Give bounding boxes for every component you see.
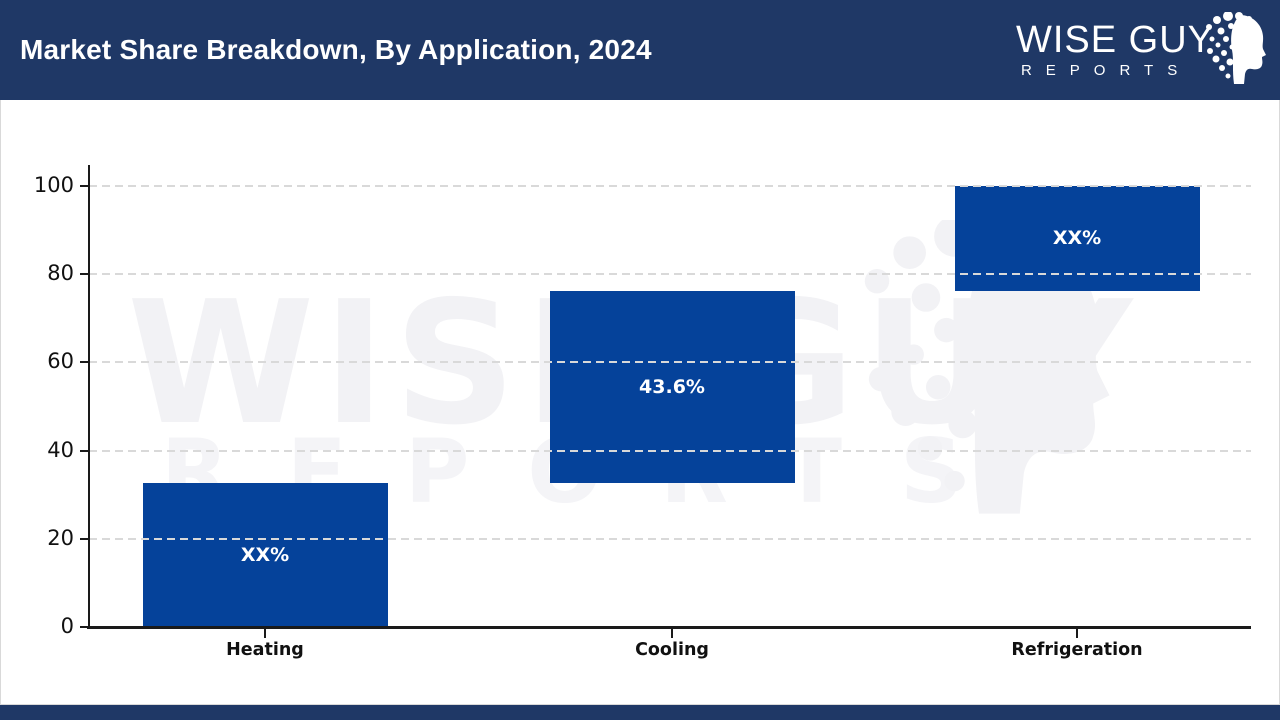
y-tick-label-40: 40: [47, 437, 74, 462]
x-axis-line: [87, 626, 1251, 629]
bar-value-label: XX%: [1052, 227, 1102, 250]
y-tick-60: [80, 361, 88, 364]
category-label-cooling: Cooling: [635, 640, 709, 660]
x-tick-cooling: [671, 629, 673, 638]
gridline-80: [89, 273, 1251, 276]
bar-value-label: 43.6%: [639, 375, 705, 398]
y-tick-80: [80, 273, 88, 276]
logo-text: WISE GUY REPORTS: [1015, 19, 1214, 79]
bar-value-label: XX%: [240, 543, 290, 566]
y-tick-label-0: 0: [60, 614, 74, 638]
bar-heating: XX%: [142, 482, 388, 627]
bar-refrigeration: XX%: [954, 186, 1200, 291]
header-bar: Market Share Breakdown, By Application, …: [0, 0, 1280, 100]
gridline-20: [89, 537, 1251, 540]
footer-bar: [0, 704, 1280, 720]
logo-dotted-face-icon: [1206, 12, 1266, 84]
y-tick-label-80: 80: [47, 261, 74, 286]
y-axis-line: [88, 165, 90, 629]
gridline-100: [89, 185, 1251, 187]
logo-wise-guy-text: WISE GUY: [1015, 19, 1214, 62]
category-label-refrigeration: Refrigeration: [1011, 640, 1143, 660]
category-label-heating: Heating: [226, 640, 304, 660]
gridline-40: [89, 449, 1251, 452]
y-tick-100: [80, 185, 88, 187]
chart-area: WISE GUY REPORTS XX%43.6%XX%020406080100…: [0, 100, 1280, 704]
wiseguy-logo: WISE GUY REPORTS: [1016, 6, 1266, 94]
logo-reports-text: REPORTS: [1020, 61, 1192, 79]
y-tick-label-100: 100: [33, 173, 74, 197]
gridline-60: [89, 361, 1251, 364]
x-tick-heating: [264, 629, 266, 638]
x-tick-refrigeration: [1076, 629, 1078, 638]
y-tick-label-20: 20: [47, 525, 74, 550]
y-tick-0: [80, 626, 88, 628]
bar-cooling: 43.6%: [549, 290, 795, 483]
y-tick-40: [80, 449, 88, 452]
y-tick-20: [80, 537, 88, 540]
page-title: Market Share Breakdown, By Application, …: [20, 34, 652, 65]
y-tick-label-60: 60: [47, 349, 74, 374]
